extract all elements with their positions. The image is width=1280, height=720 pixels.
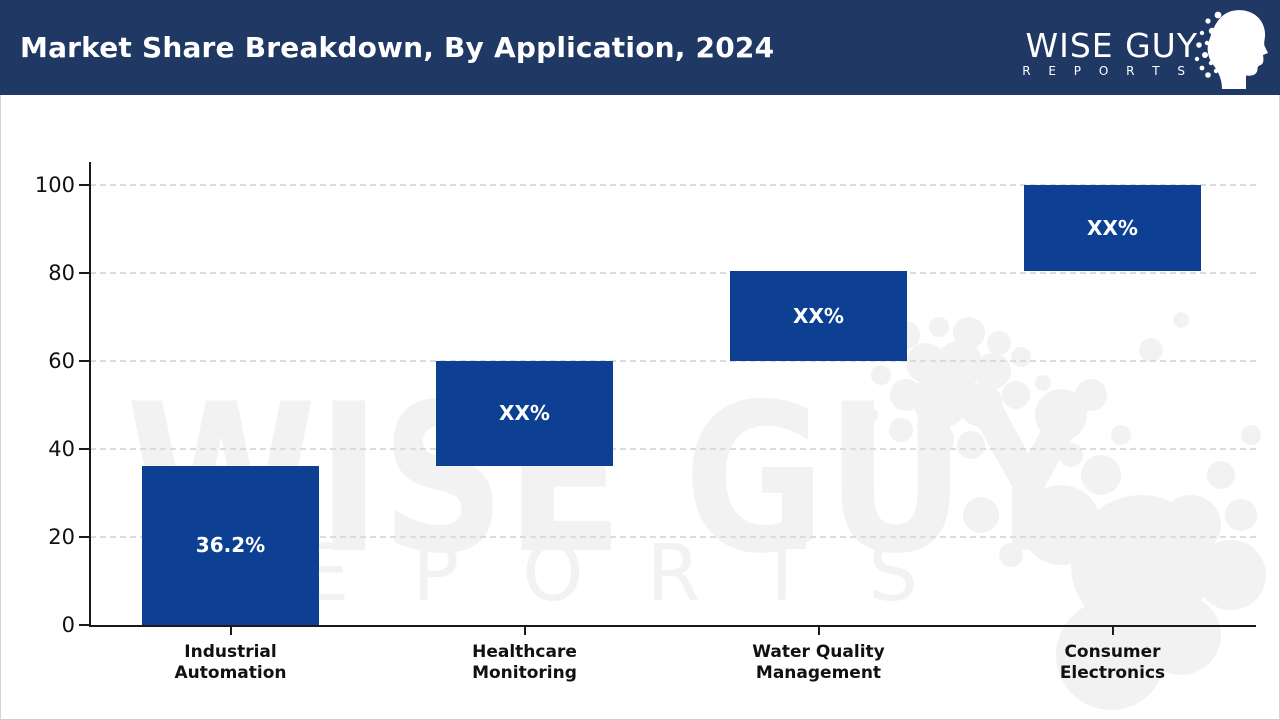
x-category-label: Industrial Automation (174, 642, 287, 684)
y-tick-40 (79, 448, 89, 450)
x-axis-line (89, 625, 1256, 627)
bar-value-label: XX% (499, 401, 550, 426)
brand-logo-text: WISE GUY (1025, 26, 1198, 65)
y-tick-20 (79, 536, 89, 538)
y-tick-100 (79, 184, 89, 186)
bar-value-label: XX% (1087, 216, 1138, 241)
bar-value-label: 36.2% (195, 533, 266, 558)
y-tick-label-60: 60 (48, 349, 75, 373)
y-tick-60 (79, 360, 89, 362)
x-tick (1111, 627, 1114, 635)
x-category-label: Consumer Electronics (1059, 642, 1166, 684)
y-axis-line (89, 162, 91, 627)
header-bar: Market Share Breakdown, By Application, … (0, 0, 1280, 95)
x-category-label: Healthcare Monitoring (472, 642, 577, 684)
gridline-100 (90, 184, 1256, 186)
gridline-60 (90, 360, 1256, 362)
y-tick-label-40: 40 (48, 437, 75, 461)
x-category-label: Water Quality Management (752, 642, 885, 684)
brand-logo-subtext: R E P O R T S (1022, 64, 1192, 78)
page-title: Market Share Breakdown, By Application, … (20, 31, 775, 64)
bar-segment: 36.2% (142, 465, 319, 625)
gridline-80 (90, 272, 1256, 274)
brand-logo: WISE GUY R E P O R T S (1016, 0, 1268, 95)
x-tick (523, 627, 526, 635)
bar-value-label: XX% (793, 303, 844, 328)
gridline-20 (90, 536, 1256, 538)
bar-segment: XX% (730, 271, 907, 361)
y-tick-label-20: 20 (48, 525, 75, 549)
y-tick-label-100: 100 (34, 173, 75, 197)
y-tick-label-80: 80 (48, 261, 75, 285)
y-tick-80 (79, 272, 89, 274)
gridline-40 (90, 448, 1256, 450)
x-tick (229, 627, 232, 635)
y-tick-0 (79, 624, 89, 626)
x-tick (817, 627, 820, 635)
y-tick-label-0: 0 (61, 613, 75, 637)
face-profile-dots-icon (1194, 10, 1268, 89)
bar-segment: XX% (1024, 185, 1201, 272)
bar-segment: XX% (436, 360, 613, 466)
